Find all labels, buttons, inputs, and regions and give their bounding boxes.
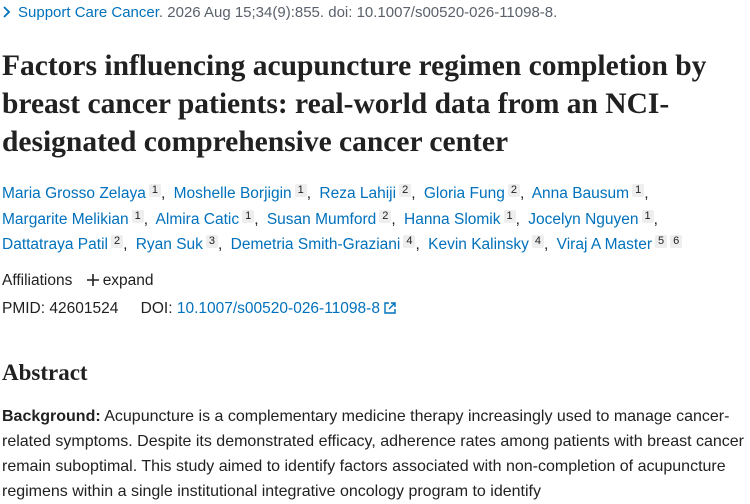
- author: Hanna Slomik 1,: [404, 209, 524, 228]
- author-name[interactable]: Viraj A Master: [556, 236, 652, 253]
- author-separator: ,: [519, 185, 525, 202]
- affiliation-number[interactable]: 2: [379, 209, 392, 223]
- background-text: Acupuncture is a complementary medicine …: [2, 407, 744, 500]
- author-separator: ,: [254, 210, 259, 228]
- author: Jocelyn Nguyen 1,: [528, 209, 662, 228]
- affiliation-number[interactable]: 2: [399, 184, 412, 197]
- author: Kevin Kalinsky 4,: [428, 235, 552, 253]
- article-title: Factors influencing acupuncture regimen …: [2, 50, 707, 158]
- abstract-background: Background: Acupuncture is a complementa…: [2, 404, 747, 504]
- author-separator: ,: [306, 185, 312, 202]
- doi-link[interactable]: 10.1007/s00520-026-11098-8: [177, 300, 396, 317]
- author: Anna Bausum 1,: [531, 184, 653, 202]
- affiliations-label: Affiliations: [2, 271, 73, 289]
- author-name[interactable]: Susan Mumford: [266, 210, 377, 228]
- author-name[interactable]: Reza Lahiji: [319, 185, 397, 202]
- abstract-heading: Abstract: [2, 359, 88, 385]
- affiliation-number[interactable]: 6: [670, 235, 683, 248]
- chevron-icon: [3, 6, 11, 18]
- author-separator: ,: [391, 210, 396, 228]
- doi-label: DOI:: [140, 299, 173, 317]
- affiliation-number[interactable]: 2: [110, 235, 124, 248]
- expand-label: expand: [102, 271, 154, 289]
- plus-icon: [86, 273, 99, 286]
- author-name[interactable]: Margarite Melikian: [2, 210, 129, 228]
- author: Dattatraya Patil 2,: [2, 235, 131, 253]
- author-name[interactable]: Moshelle Borjigin: [173, 185, 292, 202]
- expand-toggle[interactable]: expand: [86, 271, 154, 289]
- author: Margarite Melikian 1,: [2, 209, 152, 228]
- author-list: Maria Grosso Zelaya 1, Moshelle Borjigin 1…: [2, 181, 747, 258]
- author-name[interactable]: Almira Catic: [155, 210, 240, 228]
- author: Maria Grosso Zelaya 1,: [2, 184, 169, 202]
- background-label: Background:: [2, 407, 101, 425]
- author: Almira Catic 1,: [155, 209, 263, 228]
- author-name[interactable]: Hanna Slomik: [404, 210, 501, 228]
- affiliation-number[interactable]: 5: [655, 235, 668, 248]
- affiliation-number[interactable]: 2: [507, 184, 520, 197]
- affiliation-number[interactable]: 1: [242, 209, 255, 223]
- author: Ryan Suk 3,: [135, 235, 227, 253]
- author-separator: ,: [644, 185, 649, 202]
- affiliation-number[interactable]: 3: [205, 235, 219, 248]
- page: Support Care Cancer. 2026 Aug 15;34(9):8…: [0, 3, 750, 503]
- citation: Support Care Cancer. 2026 Aug 15;34(9):8…: [2, 3, 747, 23]
- author-separator: ,: [653, 210, 658, 228]
- author-separator: ,: [123, 236, 128, 253]
- affiliation-number[interactable]: 4: [403, 235, 416, 248]
- author-separator: ,: [160, 185, 166, 202]
- affiliations-row: Affiliations expand: [2, 270, 747, 292]
- affiliation-number[interactable]: 1: [148, 184, 161, 197]
- author-separator: ,: [544, 236, 549, 253]
- author-name[interactable]: Jocelyn Nguyen: [528, 210, 639, 228]
- author-name[interactable]: Ryan Suk: [135, 236, 203, 253]
- citation-details: . 2026 Aug 15;34(9):855. doi: 10.1007/s0…: [158, 4, 558, 21]
- affiliation-number[interactable]: 1: [641, 209, 654, 223]
- author-separator: ,: [143, 210, 149, 228]
- affiliation-number[interactable]: 1: [131, 209, 144, 223]
- author-name[interactable]: Demetria Smith-Graziani: [230, 236, 401, 253]
- affiliation-number[interactable]: 1: [632, 184, 645, 197]
- author: Moshelle Borjigin 1,: [173, 184, 315, 202]
- author-separator: ,: [218, 236, 223, 253]
- author: Gloria Fung 2,: [423, 184, 528, 202]
- pmid: 42601524: [49, 299, 119, 317]
- pmid-label: PMID:: [2, 299, 46, 317]
- author: Viraj A Master 5 6: [556, 235, 683, 253]
- external-link-icon: [384, 301, 396, 314]
- article: Support Care Cancer. 2026 Aug 15;34(9):8…: [0, 3, 747, 504]
- affiliation-number[interactable]: 1: [503, 209, 516, 223]
- author-name[interactable]: Gloria Fung: [423, 185, 505, 202]
- author: Susan Mumford 2,: [266, 209, 400, 228]
- affiliation-number[interactable]: 4: [531, 235, 545, 248]
- author: Reza Lahiji 2,: [319, 184, 419, 202]
- author-separator: ,: [415, 236, 420, 253]
- author-name[interactable]: Anna Bausum: [531, 185, 630, 202]
- author-name[interactable]: Maria Grosso Zelaya: [2, 185, 146, 202]
- journal-link[interactable]: Support Care Cancer: [18, 4, 159, 21]
- author-separator: ,: [515, 210, 520, 228]
- author: Demetria Smith-Graziani 4,: [230, 235, 424, 253]
- identifiers: PMID: 42601524 DOI: 10.1007/s00520-026-1…: [2, 298, 747, 320]
- author-separator: ,: [411, 185, 416, 202]
- author-name[interactable]: Kevin Kalinsky: [428, 236, 529, 253]
- author-name[interactable]: Dattatraya Patil: [2, 236, 108, 253]
- affiliation-number[interactable]: 1: [294, 184, 307, 197]
- doi: 10.1007/s00520-026-11098-8: [176, 299, 380, 317]
